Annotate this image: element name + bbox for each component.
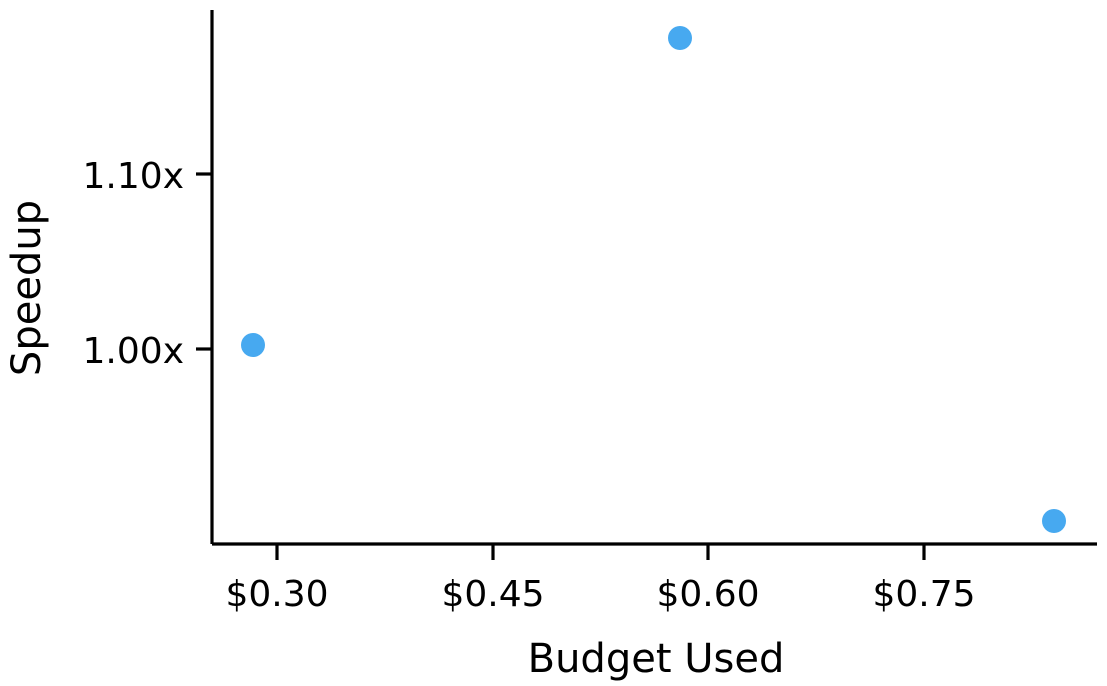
scatter-series	[241, 26, 1066, 533]
x-tick-label-3: $0.75	[872, 574, 975, 615]
x-tick-label-0: $0.30	[225, 574, 328, 615]
data-point-2[interactable]	[668, 26, 692, 50]
y-axis-title: Speedup	[4, 200, 50, 376]
y-tick-label-1: 1.00x	[83, 331, 184, 372]
y-axis-tick-labels: 1.10x 1.00x	[83, 156, 184, 372]
data-point-3[interactable]	[1042, 509, 1066, 533]
x-axis-tick-labels: $0.30 $0.45 $0.60 $0.75	[225, 574, 975, 615]
data-point-1[interactable]	[241, 333, 265, 357]
x-tick-label-2: $0.60	[656, 574, 759, 615]
x-tick-label-1: $0.45	[441, 574, 544, 615]
x-axis-title: Budget Used	[528, 636, 785, 682]
y-tick-label-0: 1.10x	[83, 156, 184, 197]
x-axis-ticks	[275, 544, 926, 560]
axis-spines	[210, 10, 1097, 546]
y-axis-ticks	[196, 172, 212, 351]
